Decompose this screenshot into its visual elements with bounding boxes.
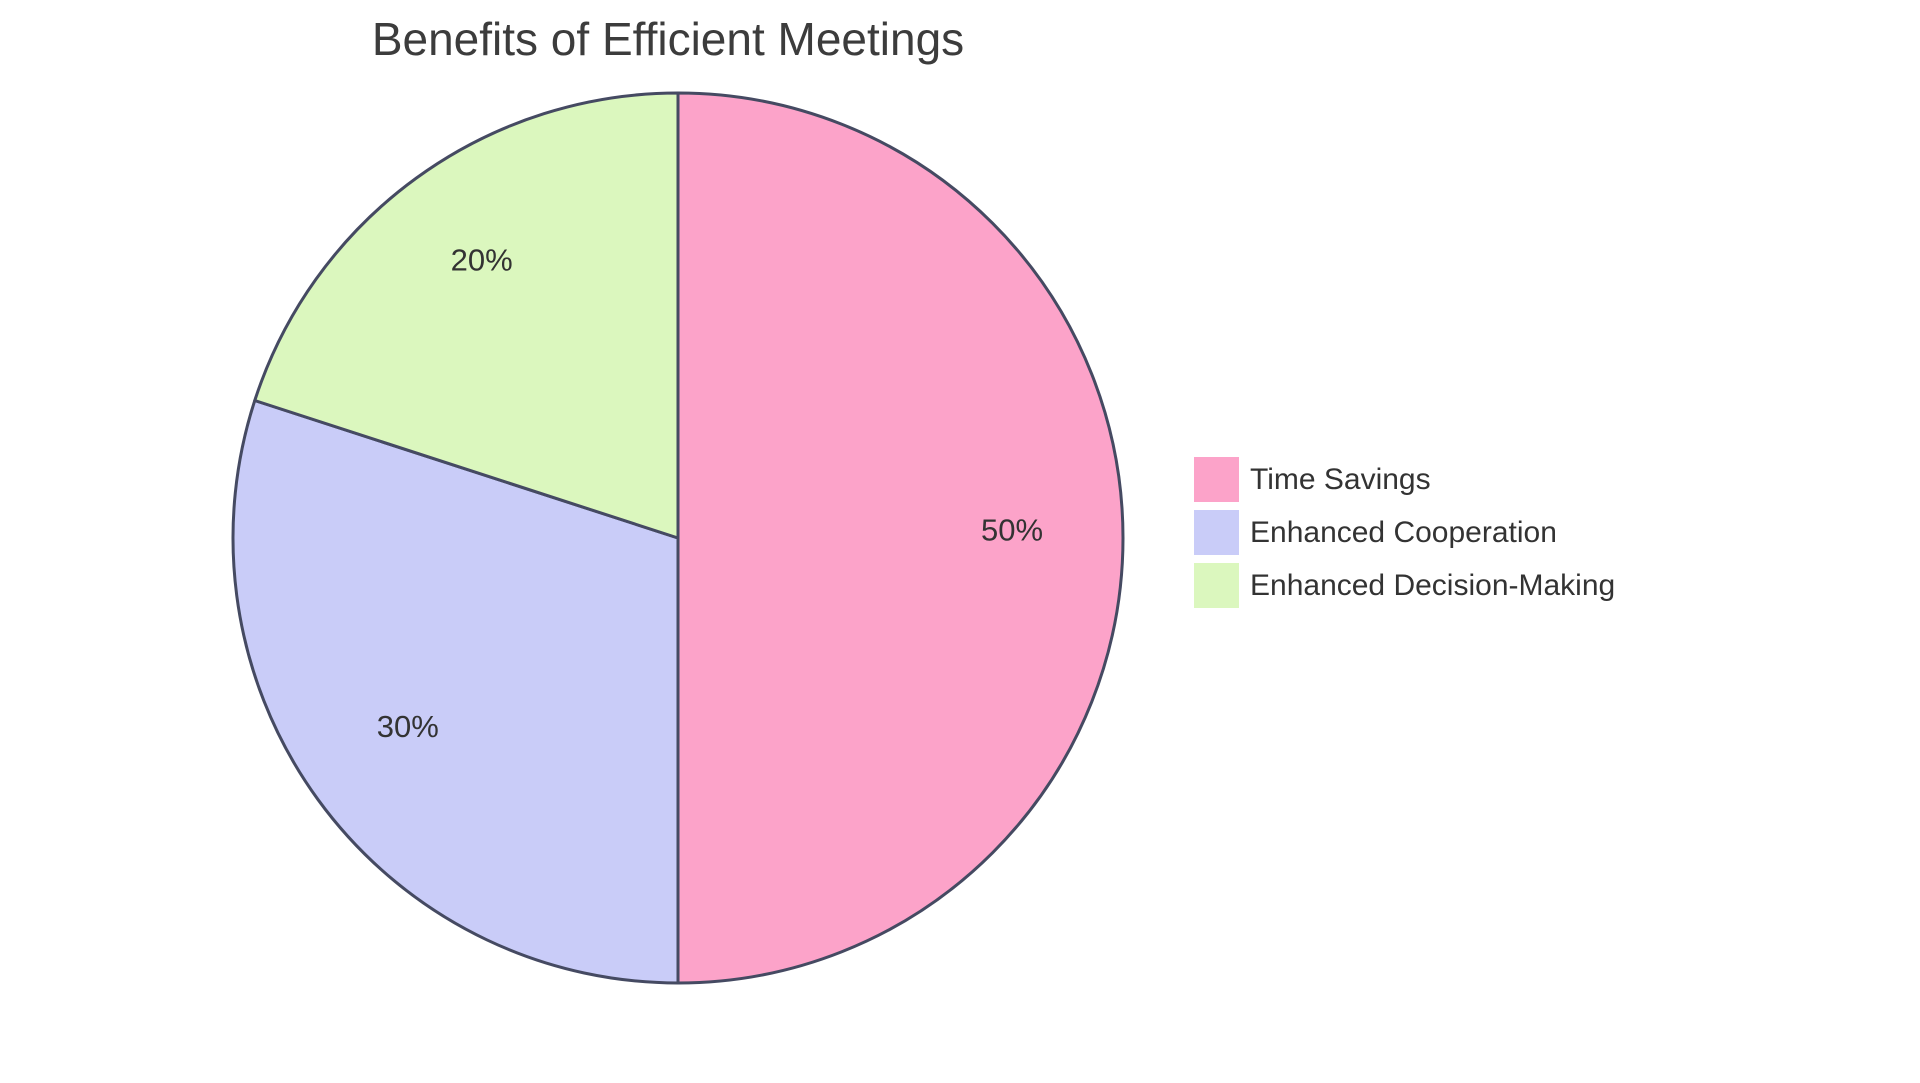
legend-label: Enhanced Decision-Making [1250, 568, 1616, 602]
pie-slice-time-savings [676, 91, 1125, 985]
legend: Time Savings Enhanced Cooperation Enhanced… [1194, 457, 1615, 616]
slice-percent-label-enhanced-decision-making: 20% [451, 242, 513, 277]
legend-item-enhanced-cooperation: Enhanced Cooperation [1194, 510, 1615, 555]
legend-swatch-enhanced-decision-making [1194, 563, 1239, 608]
legend-label: Time Savings [1250, 462, 1431, 496]
legend-swatch-time-savings [1194, 457, 1239, 502]
pie-slice-enhanced-decision-making [253, 91, 680, 540]
slice-percent-label-enhanced-cooperation: 30% [377, 709, 439, 744]
legend-swatch-enhanced-cooperation [1194, 510, 1239, 555]
legend-item-enhanced-decision-making: Enhanced Decision-Making [1194, 563, 1615, 608]
slice-percent-label-time-savings: 50% [981, 513, 1043, 548]
legend-label: Enhanced Cooperation [1250, 515, 1557, 549]
pie-slice-enhanced-cooperation [231, 398, 680, 985]
legend-item-time-savings: Time Savings [1194, 457, 1615, 502]
chart-title: Benefits of Efficient Meetings [371, 13, 965, 65]
